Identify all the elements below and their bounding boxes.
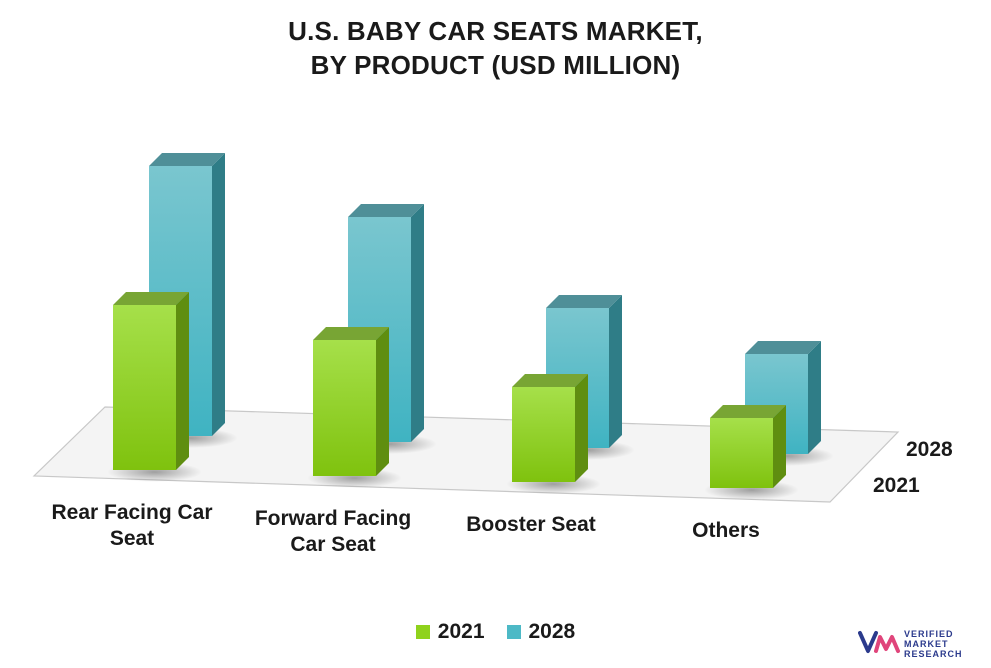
category-label-3-line-0: Others: [692, 519, 760, 542]
bar-front: [313, 340, 376, 476]
legend-label-2021: 2021: [437, 620, 485, 643]
legend-swatch-2028: [506, 625, 521, 639]
bar-side: [808, 341, 821, 454]
brand-line-3: RESEARCH: [904, 649, 963, 659]
bar-side: [773, 405, 786, 488]
bar-front: [512, 387, 575, 482]
category-label-1: Forward Facing Car Seat: [233, 506, 433, 558]
bar-top: [710, 405, 786, 418]
category-label-0-line-0: Rear Facing Car: [51, 501, 213, 524]
depth-label-2021: 2021: [873, 474, 920, 497]
legend-item-2028: 2028: [506, 620, 576, 644]
bar-top: [512, 374, 588, 387]
category-label-1-line-0: Forward Facing: [254, 507, 412, 530]
category-label-1-line-1: Car Seat: [290, 533, 376, 556]
legend-item-2021: 2021: [415, 620, 485, 644]
bar-2021-3: [704, 405, 799, 500]
bar-side: [212, 153, 225, 436]
category-label-0-line-1: Seat: [109, 527, 155, 550]
brand-line-1: VERIFIED: [904, 629, 954, 639]
bar-side: [411, 204, 424, 442]
brand-text: VERIFIED MARKET RESEARCH: [904, 629, 963, 659]
category-label-2-line-0: Booster Seat: [466, 513, 596, 536]
legend: 2021 2028: [0, 620, 991, 644]
chart-title: U.S. BABY CAR SEATS MARKET, BY PRODUCT (…: [0, 14, 991, 82]
bar-top: [745, 341, 821, 354]
bar-top: [348, 204, 424, 217]
brand-line-2: MARKET: [904, 639, 949, 649]
chart-title-line-1: U.S. BABY CAR SEATS MARKET,: [288, 16, 703, 46]
category-label-3: Others: [626, 518, 826, 544]
chart-title-line-2: BY PRODUCT (USD MILLION): [310, 50, 681, 80]
bar-2021-0: [107, 292, 202, 482]
bar-top: [113, 292, 189, 305]
bar-front: [113, 305, 176, 470]
bar-2021-2: [506, 374, 601, 494]
vmr-logo-icon: [858, 631, 900, 653]
bar-front: [710, 418, 773, 488]
brand-logo: VERIFIED MARKET RESEARCH: [858, 627, 986, 661]
bar-side: [376, 327, 389, 476]
bar-top: [149, 153, 225, 166]
legend-label-2028: 2028: [528, 620, 576, 643]
bar-side: [609, 295, 622, 448]
depth-label-2028: 2028: [906, 438, 953, 461]
category-label-2: Booster Seat: [431, 512, 631, 538]
bar-top: [313, 327, 389, 340]
bar-side: [575, 374, 588, 482]
bars-layer: [107, 153, 834, 500]
chart-floor: [32, 406, 900, 503]
legend-swatch-2021: [415, 625, 430, 639]
category-label-0: Rear Facing Car Seat: [32, 500, 232, 552]
bar-side: [176, 292, 189, 470]
bar-top: [546, 295, 622, 308]
bar-2021-1: [307, 327, 402, 488]
